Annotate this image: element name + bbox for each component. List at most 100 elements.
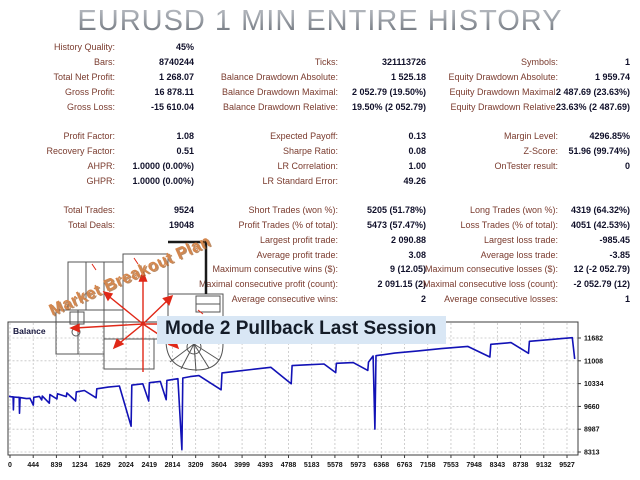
stat-value: 23.63% (2 487.69) <box>555 101 630 112</box>
stat-label: Largest profit trade: <box>259 234 338 245</box>
x-tick-label: 5183 <box>304 462 320 469</box>
y-tick-label: 10334 <box>584 381 604 388</box>
stat-label: Gross Profit: <box>64 86 115 97</box>
x-tick-label: 5973 <box>350 462 366 469</box>
x-tick-label: 444 <box>27 462 39 469</box>
stat-value: 1.08 <box>176 131 194 142</box>
stat-label: Balance Drawdown Maximal: <box>221 86 338 97</box>
x-tick-label: 7553 <box>443 462 459 469</box>
stat-value: 4051 (42.53%) <box>570 219 630 230</box>
stat-label: History Quality: <box>53 42 115 53</box>
stat-value: 2 052.79 (19.50%) <box>351 86 426 97</box>
stat-label: Balance Drawdown Relative: <box>222 101 338 112</box>
stat-label: Long Trades (won %): <box>469 205 558 216</box>
stat-value: 1.0000 (0.00%) <box>132 175 194 186</box>
stat-label: Balance Drawdown Absolute: <box>220 71 338 82</box>
stat-value: 2 487.69 (23.63%) <box>555 86 630 97</box>
stat-label: Profit Factor: <box>63 131 115 142</box>
floorplan-outer-wall <box>168 240 208 294</box>
stat-label: Largest loss trade: <box>483 234 558 245</box>
stat-label: Total Trades: <box>63 205 115 216</box>
x-tick-label: 3209 <box>188 462 204 469</box>
stat-value: 1 959.74 <box>594 71 630 82</box>
stat-value: 1.0000 (0.00%) <box>132 160 194 171</box>
stat-label: Total Net Profit: <box>53 71 115 82</box>
stat-label: Total Deals: <box>67 219 115 230</box>
stat-label: LR Standard Error: <box>262 175 338 186</box>
stat-label: GHPR: <box>86 175 115 186</box>
overlay-note: Mode 2 Pullback Last Session <box>157 316 447 344</box>
x-tick-label: 5578 <box>327 462 343 469</box>
stat-value: 45% <box>175 42 194 53</box>
stat-label: Average consecutive wins: <box>231 293 338 304</box>
stat-label: Equity Drawdown Maximal: <box>449 86 558 97</box>
stat-label: Maximum consecutive wins ($): <box>212 264 338 275</box>
stat-label: Equity Drawdown Relative: <box>450 101 558 112</box>
watermark-text: Market Breakout Plan <box>48 232 213 320</box>
y-tick-label: 8313 <box>584 450 600 457</box>
stat-label: LR Correlation: <box>277 160 338 171</box>
x-tick-label: 8343 <box>490 462 506 469</box>
y-tick-label: 9660 <box>584 404 600 411</box>
x-tick-label: 4393 <box>257 462 273 469</box>
x-tick-label: 4788 <box>281 462 297 469</box>
chart-series-label: Balance <box>13 326 46 336</box>
stat-value: -2 052.79 (12) <box>573 279 630 290</box>
stat-label: Average loss trade: <box>480 249 558 260</box>
stat-label: Maximal consecutive loss (count): <box>422 279 558 290</box>
stat-label: AHPR: <box>87 160 115 171</box>
stat-value: -985.45 <box>599 234 630 245</box>
stat-label: Ticks: <box>314 57 338 68</box>
y-tick-label: 11008 <box>584 358 603 365</box>
stat-label: Short Trades (won %): <box>248 205 338 216</box>
stat-value: 2 090.88 <box>390 234 426 245</box>
stat-value: 16 878.11 <box>154 86 194 97</box>
stat-value: 8740244 <box>158 57 194 68</box>
x-tick-label: 2814 <box>165 462 181 469</box>
stat-label: Average profit trade: <box>256 249 338 260</box>
stat-label: Loss Trades (% of total): <box>460 219 558 230</box>
stat-label: OnTester result: <box>494 160 558 171</box>
stat-value: 5205 (51.78%) <box>366 205 426 216</box>
stat-value: 3.08 <box>408 249 426 260</box>
x-tick-label: 0 <box>8 462 12 469</box>
stat-value: 12 (-2 052.79) <box>573 264 630 275</box>
x-tick-label: 9132 <box>536 462 552 469</box>
stat-value: 0.08 <box>408 145 426 156</box>
y-tick-label: 11682 <box>584 336 603 343</box>
stat-value: 1 268.07 <box>158 71 194 82</box>
stat-label: Symbols: <box>520 57 558 68</box>
stats-grid: History Quality: 45% Bars: 8740244 Ticks: 321… <box>0 40 632 306</box>
stat-value: -15 610.04 <box>150 101 194 112</box>
stat-value: 9 (12.05) <box>389 264 426 275</box>
x-tick-label: 1234 <box>72 462 88 469</box>
x-tick-label: 1629 <box>95 462 111 469</box>
balance-chart: 0 444 839 1234 1629 2024 2419 2814 3209 3604 3999 4… <box>7 321 604 469</box>
stat-label: Average consecutive losses: <box>444 293 558 304</box>
stat-label: Z-Score: <box>523 145 558 156</box>
x-tick-label: 3999 <box>234 462 250 469</box>
x-tick-label: 839 <box>51 462 63 469</box>
stat-label: Gross Loss: <box>66 101 115 112</box>
stat-value: 4296.85% <box>589 131 630 142</box>
y-tick-label: 8987 <box>584 427 600 434</box>
x-tick-label: 3604 <box>211 462 227 469</box>
stat-label: Maximal consecutive profit (count): <box>198 279 338 290</box>
floorplan-watermark: Market Breakout Plan Market Breakout Pla… <box>48 232 224 372</box>
stat-label: Profit Trades (% of total): <box>238 219 338 230</box>
stat-value: 1.00 <box>408 160 426 171</box>
stat-value: 19048 <box>168 219 194 230</box>
stat-label: Recovery Factor: <box>46 145 115 156</box>
stat-label: Margin Level: <box>503 131 558 142</box>
stat-value: -3.85 <box>609 249 630 260</box>
stat-value: 1 525.18 <box>390 71 426 82</box>
stat-value: 0 <box>624 160 630 171</box>
x-tick-label: 6368 <box>374 462 390 469</box>
stat-label: Equity Drawdown Absolute: <box>448 71 558 82</box>
stat-value: 4319 (64.32%) <box>570 205 630 216</box>
x-tick-label: 2024 <box>118 462 134 469</box>
stat-value: 9524 <box>173 205 194 216</box>
stat-value: 0.13 <box>408 131 426 142</box>
stat-label: Maximum consecutive losses ($): <box>424 264 558 275</box>
x-tick-label: 7158 <box>420 462 436 469</box>
